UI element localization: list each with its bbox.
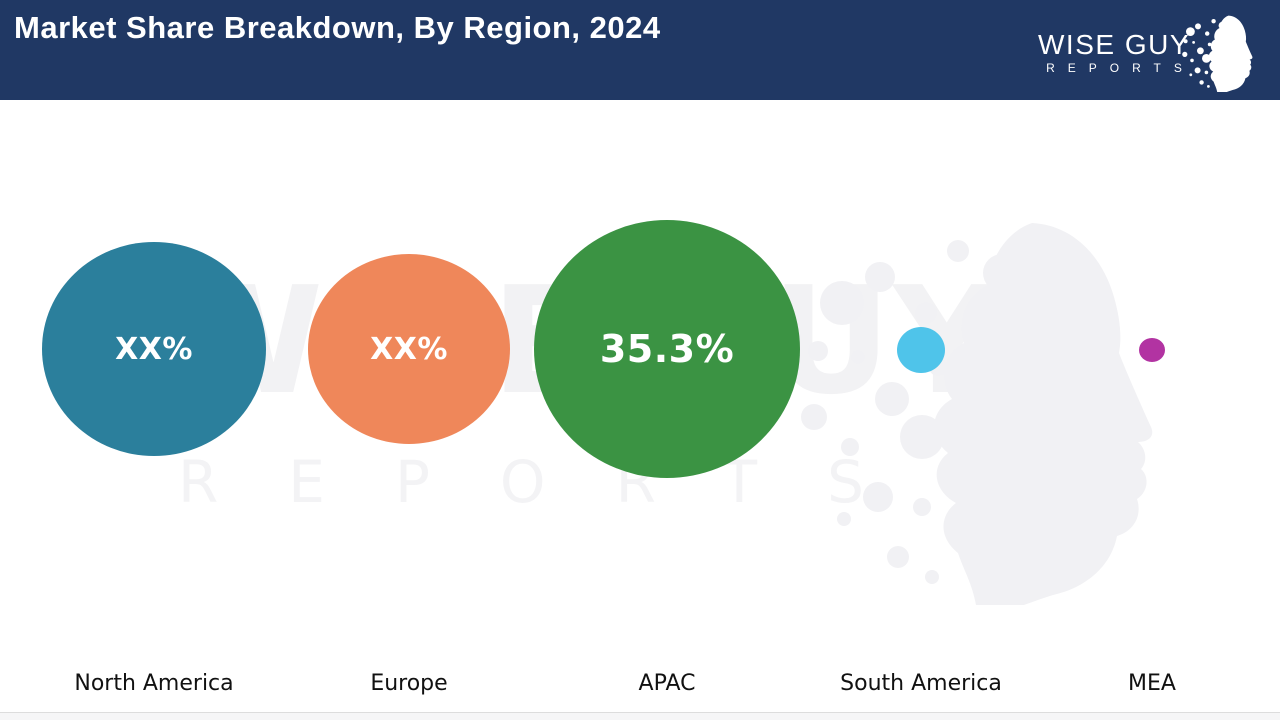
region-label-europe: Europe xyxy=(370,671,448,696)
region-label-apac: APAC xyxy=(638,671,696,696)
region-label-south-america: South America xyxy=(840,671,1002,696)
footer-strip xyxy=(0,712,1280,720)
watermark-head-icon xyxy=(780,185,1180,605)
logo-text: WISE GUY REPORTS xyxy=(1038,29,1190,75)
logo-tagline: REPORTS xyxy=(1046,61,1195,75)
region-label-mea: MEA xyxy=(1128,671,1176,696)
bubble-value-label: XX% xyxy=(115,331,193,367)
logo: WISE GUY REPORTS xyxy=(1038,6,1258,94)
logo-brand-name: WISE GUY xyxy=(1037,29,1190,60)
bubble-value-label: 35.3% xyxy=(599,327,735,371)
page-title: Market Share Breakdown, By Region, 2024 xyxy=(14,10,661,45)
bubble-mea xyxy=(1139,338,1165,362)
bubble-north-america: XX% xyxy=(42,242,266,456)
logo-head-icon xyxy=(1178,8,1258,92)
watermark-tagline-text: REPORTS xyxy=(178,448,934,516)
bubble-europe: XX% xyxy=(308,254,510,444)
region-label-north-america: North America xyxy=(74,671,234,696)
bubble-south-america xyxy=(897,327,945,373)
header-bar: Market Share Breakdown, By Region, 2024 … xyxy=(0,0,1280,100)
bubble-value-label: XX% xyxy=(370,331,448,367)
bubble-apac: 35.3% xyxy=(534,220,800,478)
